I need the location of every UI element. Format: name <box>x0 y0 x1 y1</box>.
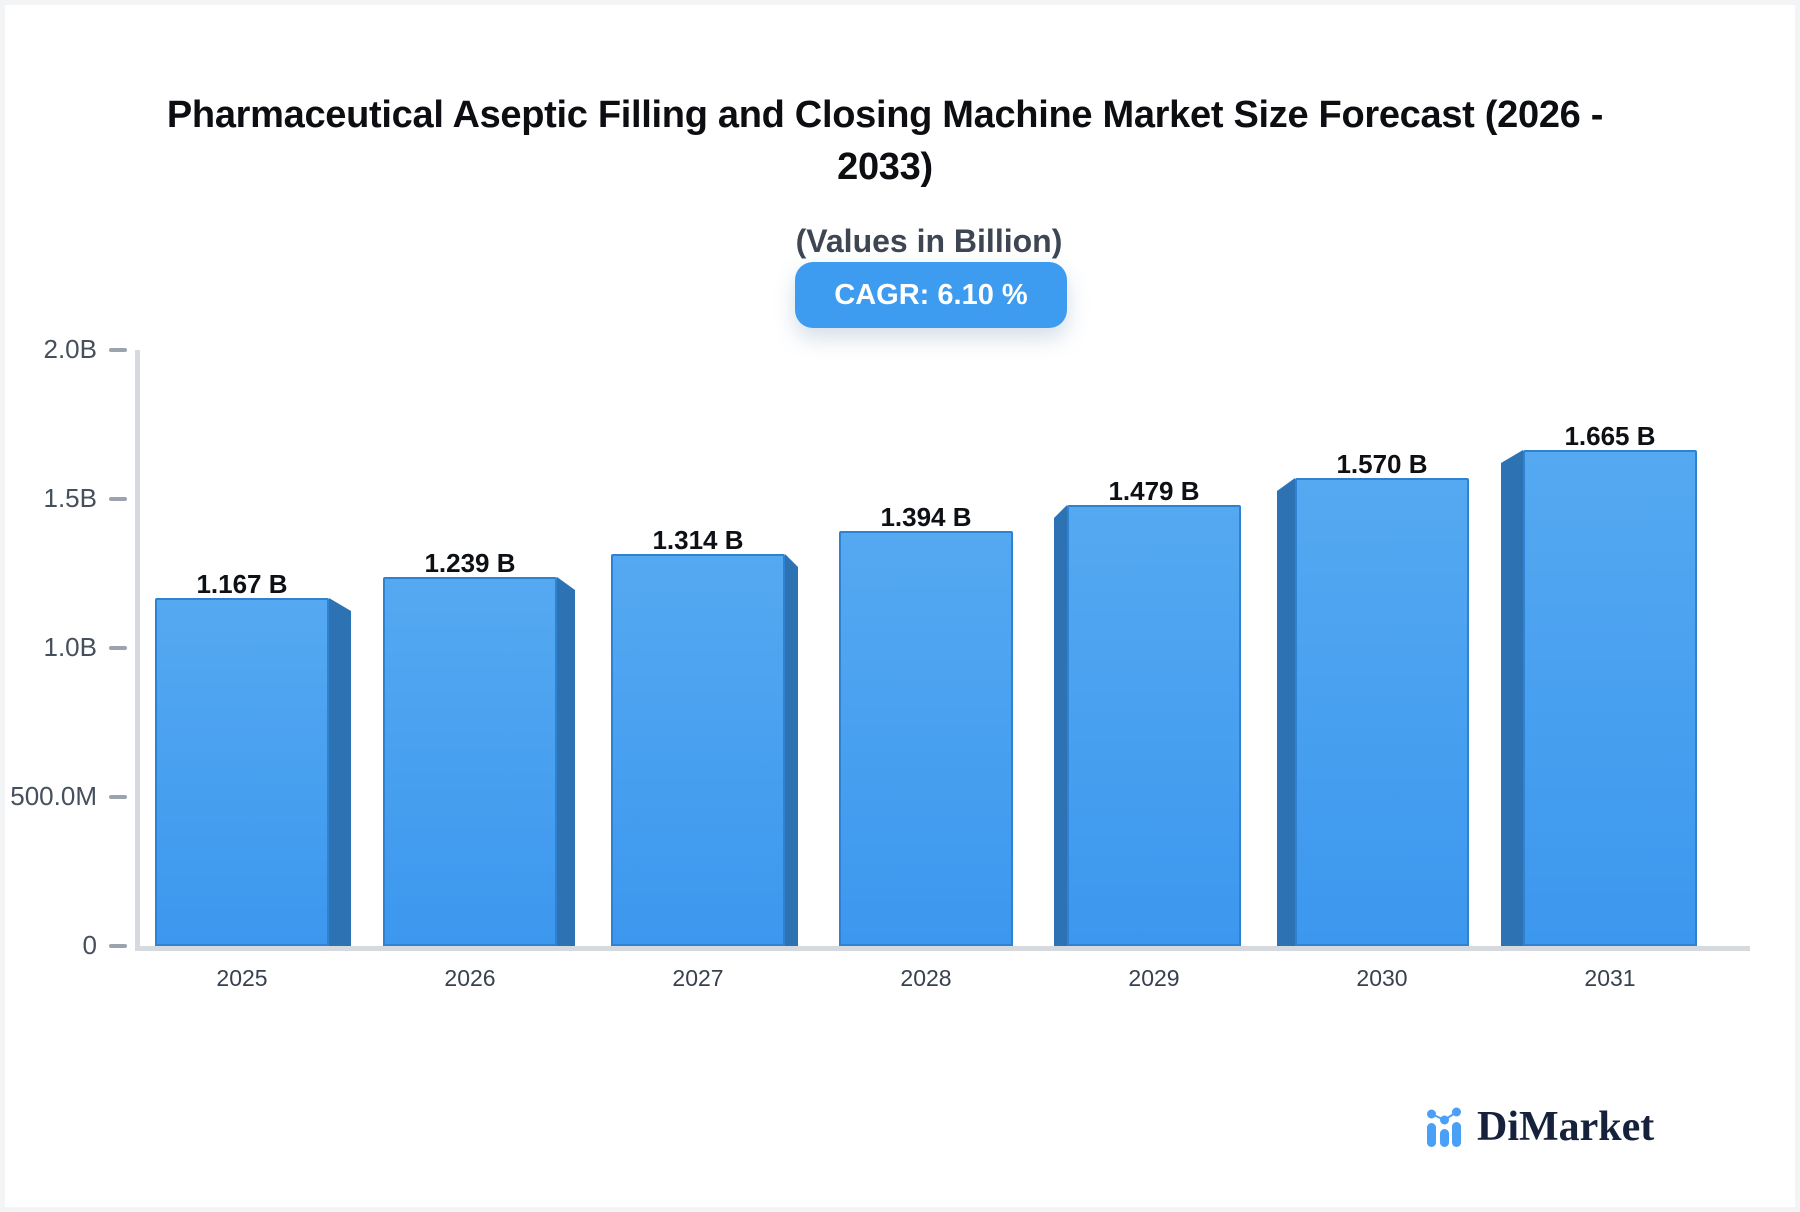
chart-card: Pharmaceutical Aseptic Filling and Closi… <box>5 5 1795 1207</box>
page-title: Pharmaceutical Aseptic Filling and Closi… <box>35 89 1735 193</box>
y-tick-mark <box>109 348 127 352</box>
bar[interactable] <box>1295 478 1469 946</box>
bar-side-face <box>329 598 351 946</box>
chart-subtitle: (Values in Billion) <box>795 223 1063 259</box>
y-tick-label: 1.5B <box>43 483 98 513</box>
y-tick-label: 0 <box>82 930 97 960</box>
x-axis-label: 2029 <box>1128 965 1180 991</box>
bar-value-label: 1.479 B <box>1108 476 1200 506</box>
bar-value-label: 1.314 B <box>652 525 744 555</box>
page-title-line2: 2033) <box>837 146 933 188</box>
bar-side-face <box>557 577 575 946</box>
bar[interactable] <box>155 598 329 946</box>
cagr-badge: CAGR: 6.10 % <box>795 262 1067 328</box>
bar-value-label: 1.665 B <box>1564 421 1656 451</box>
bar-side-face <box>785 554 798 946</box>
y-tick-mark <box>109 944 127 948</box>
bar-side-face <box>1277 478 1295 946</box>
bar-chart-logo-icon <box>1427 1107 1461 1147</box>
y-tick-label: 1.0B <box>43 632 98 662</box>
bar[interactable] <box>1067 505 1241 946</box>
bar-value-label: 1.394 B <box>880 502 972 532</box>
x-axis-baseline <box>135 946 1750 951</box>
x-axis-label: 2026 <box>444 965 496 991</box>
y-axis-line <box>135 350 140 951</box>
page-title-line1: Pharmaceutical Aseptic Filling and Closi… <box>166 94 1604 136</box>
y-tick-label: 2.0B <box>43 334 98 364</box>
x-axis-label: 2028 <box>900 965 952 991</box>
bar[interactable] <box>1523 450 1697 946</box>
brand-logo: DiMarket <box>1426 1105 1654 1149</box>
bar-side-face <box>1501 450 1523 946</box>
bar-value-label: 1.167 B <box>196 569 288 599</box>
bar[interactable] <box>611 554 785 946</box>
bar-value-label: 1.239 B <box>424 548 516 578</box>
y-tick-label: 500.0M <box>10 781 97 811</box>
bar-value-label: 1.570 B <box>1336 449 1428 479</box>
x-axis-label: 2025 <box>216 965 268 991</box>
y-tick-mark <box>109 795 127 799</box>
bar-side-face <box>1054 505 1067 946</box>
x-axis-label: 2030 <box>1356 965 1408 991</box>
y-tick-mark <box>109 646 127 650</box>
x-axis-label: 2027 <box>672 965 724 991</box>
bar[interactable] <box>839 531 1013 946</box>
bar[interactable] <box>383 577 557 946</box>
bar-chart: 0 500.0M 1.0B 1.5B 2.0B 1.167 B 2025 1.239 B 20… <box>5 5 1795 1207</box>
y-tick-mark <box>109 497 127 501</box>
x-axis-label: 2031 <box>1584 965 1636 991</box>
brand-name: DiMarket <box>1477 1104 1655 1150</box>
